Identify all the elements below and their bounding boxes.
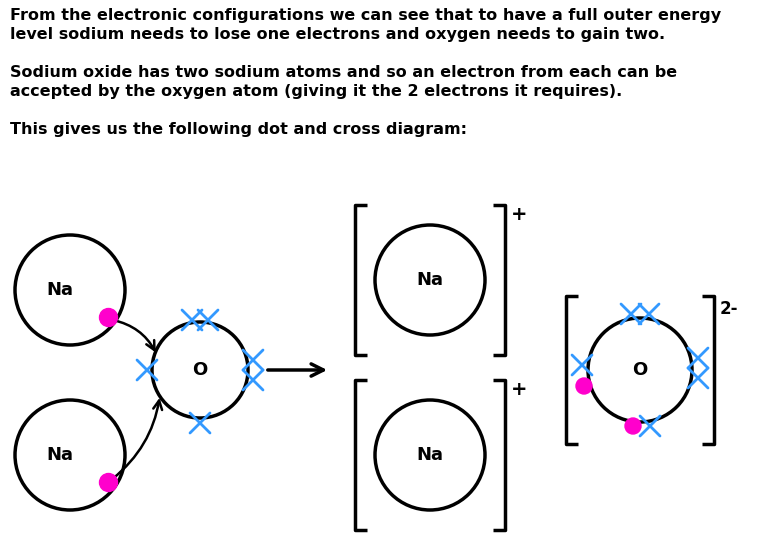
Text: +: + [511,205,528,224]
Circle shape [576,378,592,394]
Text: Na: Na [47,281,74,299]
Text: Na: Na [416,446,443,464]
Text: accepted by the oxygen atom (giving it the 2 electrons it requires).: accepted by the oxygen atom (giving it t… [10,84,622,99]
Text: 2-: 2- [720,300,739,318]
Text: Na: Na [47,446,74,464]
Text: +: + [511,380,528,399]
Text: Sodium oxide has two sodium atoms and so an electron from each can be: Sodium oxide has two sodium atoms and so… [10,65,677,80]
Text: Na: Na [416,271,443,289]
Circle shape [625,418,641,434]
Text: From the electronic configurations we can see that to have a full outer energy: From the electronic configurations we ca… [10,8,721,23]
Text: O: O [632,361,647,379]
Text: This gives us the following dot and cross diagram:: This gives us the following dot and cros… [10,122,467,137]
Circle shape [100,474,118,492]
Circle shape [100,309,118,327]
Text: level sodium needs to lose one electrons and oxygen needs to gain two.: level sodium needs to lose one electrons… [10,27,665,42]
Text: O: O [192,361,207,379]
